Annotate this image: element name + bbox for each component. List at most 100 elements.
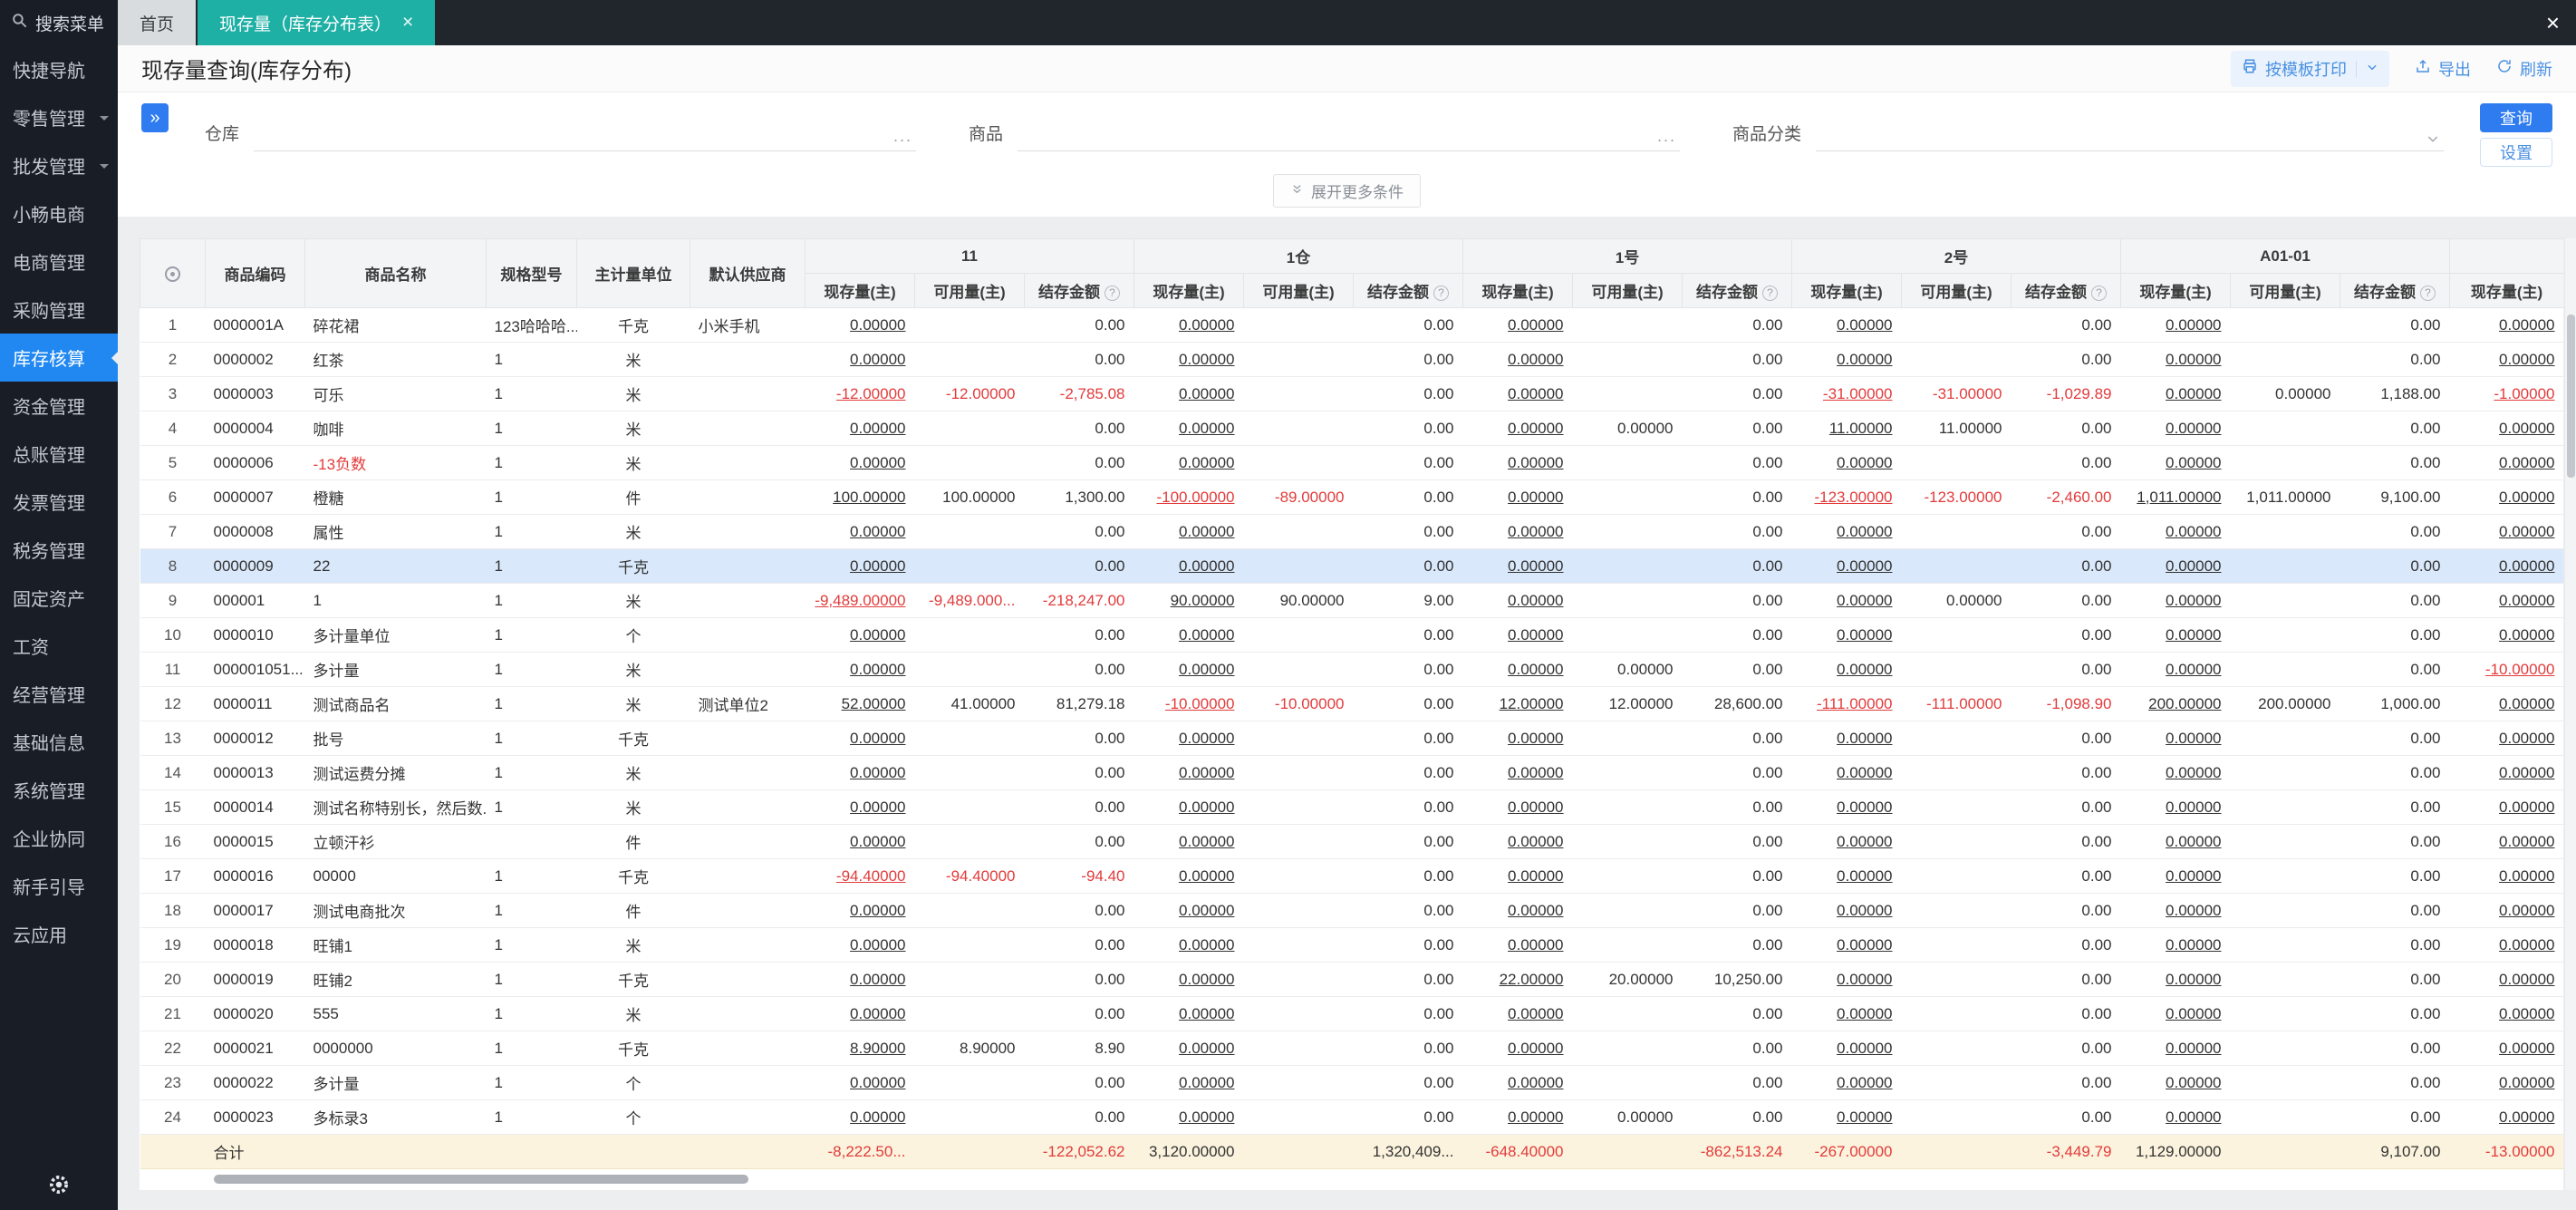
stock-qty-link[interactable]: -100.00000 [1134, 479, 1244, 515]
stock-qty-link[interactable]: 0.00000 [805, 445, 915, 480]
stock-qty-link[interactable]: 0.00000 [2120, 858, 2231, 894]
stock-qty-link[interactable]: 0.00000 [805, 514, 915, 549]
sidebar-item[interactable]: 税务管理 [0, 526, 118, 574]
stock-qty-link[interactable]: 0.00000 [805, 824, 915, 859]
stock-qty-link[interactable]: 0.00000 [2120, 617, 2231, 653]
stock-qty-link[interactable]: 12.00000 [1462, 686, 1573, 721]
stock-qty-link[interactable]: 0.00000 [2449, 514, 2563, 549]
stock-qty-link[interactable]: 0.00000 [2120, 307, 2231, 343]
stock-qty-link[interactable]: 0.00000 [1791, 962, 1902, 997]
stock-qty-link[interactable]: 0.00000 [1462, 583, 1573, 618]
stock-qty-link[interactable]: 0.00000 [2120, 824, 2231, 859]
tab[interactable]: 现存量（库存分布表） × [198, 0, 436, 45]
stock-qty-link[interactable]: 0.00000 [2449, 1031, 2563, 1066]
stock-qty-link[interactable]: -31.00000 [1791, 376, 1902, 411]
stock-qty-link[interactable]: 0.00000 [2449, 721, 2563, 756]
stock-qty-link[interactable]: 0.00000 [1134, 927, 1244, 963]
stock-qty-link[interactable]: 0.00000 [1462, 411, 1573, 446]
stock-qty-link[interactable]: 22.00000 [1462, 962, 1573, 997]
table-row[interactable]: 10 0000010 多计量单位 1 个 0.00000 0.00 0.00000 0.00 0.… [140, 617, 2563, 653]
horizontal-scrollbar[interactable] [140, 1172, 2563, 1186]
stock-qty-link[interactable]: 0.00000 [1791, 583, 1902, 618]
stock-qty-link[interactable]: 0.00000 [1791, 996, 1902, 1031]
stock-qty-link[interactable]: 0.00000 [2120, 789, 2231, 825]
stock-qty-link[interactable]: 0.00000 [1462, 789, 1573, 825]
stock-qty-link[interactable]: 0.00000 [1134, 893, 1244, 928]
filter-field-input[interactable]: ... [1018, 119, 1680, 151]
table-row[interactable]: 21 0000020 555 1 米 0.00000 0.00 0.00000 0.00 0.00… [140, 996, 2563, 1031]
stock-qty-link[interactable]: 0.00000 [805, 962, 915, 997]
stock-qty-link[interactable]: 0.00000 [2120, 721, 2231, 756]
stock-qty-link[interactable]: 0.00000 [1462, 307, 1573, 343]
stock-qty-link[interactable]: 0.00000 [2120, 893, 2231, 928]
stock-qty-link[interactable]: 0.00000 [2120, 1065, 2231, 1100]
stock-qty-link[interactable]: 0.00000 [2120, 1099, 2231, 1135]
table-row[interactable]: 1 0000001A 碎花裙 123哈哈哈... 千克 小米手机 0.00000 0.00 0.… [140, 307, 2563, 343]
stock-qty-link[interactable]: 0.00000 [1791, 858, 1902, 894]
stock-qty-link[interactable]: 0.00000 [2449, 996, 2563, 1031]
table-row[interactable]: 15 0000014 测试名称特别长，然后数... 1 米 0.00000 0.00 0.00… [140, 789, 2563, 825]
stock-qty-link[interactable]: 0.00000 [1462, 927, 1573, 963]
stock-qty-link[interactable]: 0.00000 [1134, 411, 1244, 446]
stock-qty-link[interactable]: 0.00000 [1462, 479, 1573, 515]
table-row[interactable]: 5 0000006 -13负数 1 米 0.00000 0.00 0.00000 0.00 0.0… [140, 445, 2563, 480]
table-row[interactable]: 17 0000016 00000 1 千克 -94.40000 -94.40000 -94.4… [140, 858, 2563, 894]
table-row[interactable]: 20 0000019 旺铺2 1 千克 0.00000 0.00 0.00000 0.00 22.… [140, 962, 2563, 997]
stock-qty-link[interactable]: 0.00000 [2449, 548, 2563, 584]
stock-qty-link[interactable]: 0.00000 [2449, 858, 2563, 894]
stock-qty-link[interactable]: 0.00000 [2449, 686, 2563, 721]
stock-qty-link[interactable]: -10.00000 [1134, 686, 1244, 721]
stock-qty-link[interactable]: 11.00000 [1791, 411, 1902, 446]
stock-qty-link[interactable]: 0.00000 [1462, 514, 1573, 549]
stock-qty-link[interactable]: 0.00000 [1791, 927, 1902, 963]
sidebar-item[interactable]: 固定资产 [0, 574, 118, 622]
question-circle-icon[interactable]: ? [2420, 286, 2436, 302]
sidebar-item[interactable]: 新手引导 [0, 862, 118, 910]
stock-qty-link[interactable]: 0.00000 [1791, 1065, 1902, 1100]
stock-qty-link[interactable]: 0.00000 [1134, 824, 1244, 859]
sidebar-item[interactable]: 基础信息 [0, 718, 118, 766]
stock-qty-link[interactable]: 0.00000 [2449, 307, 2563, 343]
stock-qty-link[interactable]: 0.00000 [2120, 755, 2231, 790]
table-row[interactable]: 2 0000002 红茶 1 米 0.00000 0.00 0.00000 0.00 0.0000… [140, 342, 2563, 377]
stock-qty-link[interactable]: 0.00000 [2449, 583, 2563, 618]
table-row[interactable]: 7 0000008 属性 1 米 0.00000 0.00 0.00000 0.00 0.0000… [140, 514, 2563, 549]
stock-qty-link[interactable]: 0.00000 [805, 755, 915, 790]
stock-qty-link[interactable]: 1,011.00000 [2120, 479, 2231, 515]
stock-qty-link[interactable]: 0.00000 [1462, 1031, 1573, 1066]
ellipsis-icon[interactable]: ... [1656, 127, 1676, 145]
table-row[interactable]: 23 0000022 多计量 1 个 0.00000 0.00 0.00000 0.00 0.00… [140, 1065, 2563, 1100]
stock-qty-link[interactable]: 0.00000 [2120, 342, 2231, 377]
stock-qty-link[interactable]: 0.00000 [1462, 1099, 1573, 1135]
settings-button[interactable]: 设置 [2480, 138, 2552, 167]
stock-qty-link[interactable]: 0.00000 [1791, 1099, 1902, 1135]
table-row[interactable]: 3 0000003 可乐 1 米 -12.00000 -12.00000 -2,785.08 0… [140, 376, 2563, 411]
stock-qty-link[interactable]: 0.00000 [1134, 858, 1244, 894]
stock-qty-link[interactable]: 0.00000 [805, 307, 915, 343]
sidebar-item[interactable]: 发票管理 [0, 478, 118, 526]
stock-qty-link[interactable]: 52.00000 [805, 686, 915, 721]
settings-gear-button[interactable] [0, 1173, 118, 1201]
sidebar-item[interactable]: 电商管理 [0, 237, 118, 286]
stock-qty-link[interactable]: 0.00000 [1791, 755, 1902, 790]
stock-qty-link[interactable]: -10.00000 [2449, 652, 2563, 687]
stock-qty-link[interactable]: 0.00000 [1134, 996, 1244, 1031]
table-row[interactable]: 18 0000017 测试电商批次 1 件 0.00000 0.00 0.00000 0.00 0… [140, 893, 2563, 928]
table-row[interactable]: 9 000001 1 1 米 -9,489.00000 -9,489.000... -218,… [140, 583, 2563, 618]
table-row[interactable]: 13 0000012 批号 1 千克 0.00000 0.00 0.00000 0.00 0.00… [140, 721, 2563, 756]
stock-qty-link[interactable]: -9,489.00000 [805, 583, 915, 618]
filter-field-input[interactable] [1816, 119, 2444, 151]
stock-qty-link[interactable]: 0.00000 [1791, 721, 1902, 756]
table-row[interactable]: 14 0000013 测试运费分摊 1 米 0.00000 0.00 0.00000 0.00 0… [140, 755, 2563, 790]
sidebar-search[interactable]: 搜索菜单 [0, 0, 118, 45]
stock-qty-link[interactable]: 0.00000 [1134, 789, 1244, 825]
collapse-filter-button[interactable]: » [141, 103, 169, 132]
horizontal-scrollbar-thumb[interactable] [214, 1175, 748, 1184]
sidebar-item[interactable]: 快捷导航 [0, 45, 118, 93]
stock-qty-link[interactable]: 0.00000 [2449, 1065, 2563, 1100]
stock-qty-link[interactable]: 0.00000 [1462, 652, 1573, 687]
sidebar-item[interactable]: 企业协同 [0, 814, 118, 862]
stock-qty-link[interactable]: 0.00000 [1791, 1031, 1902, 1066]
stock-qty-link[interactable]: 0.00000 [2120, 411, 2231, 446]
table-row[interactable]: 19 0000018 旺铺1 1 米 0.00000 0.00 0.00000 0.00 0.00… [140, 927, 2563, 963]
